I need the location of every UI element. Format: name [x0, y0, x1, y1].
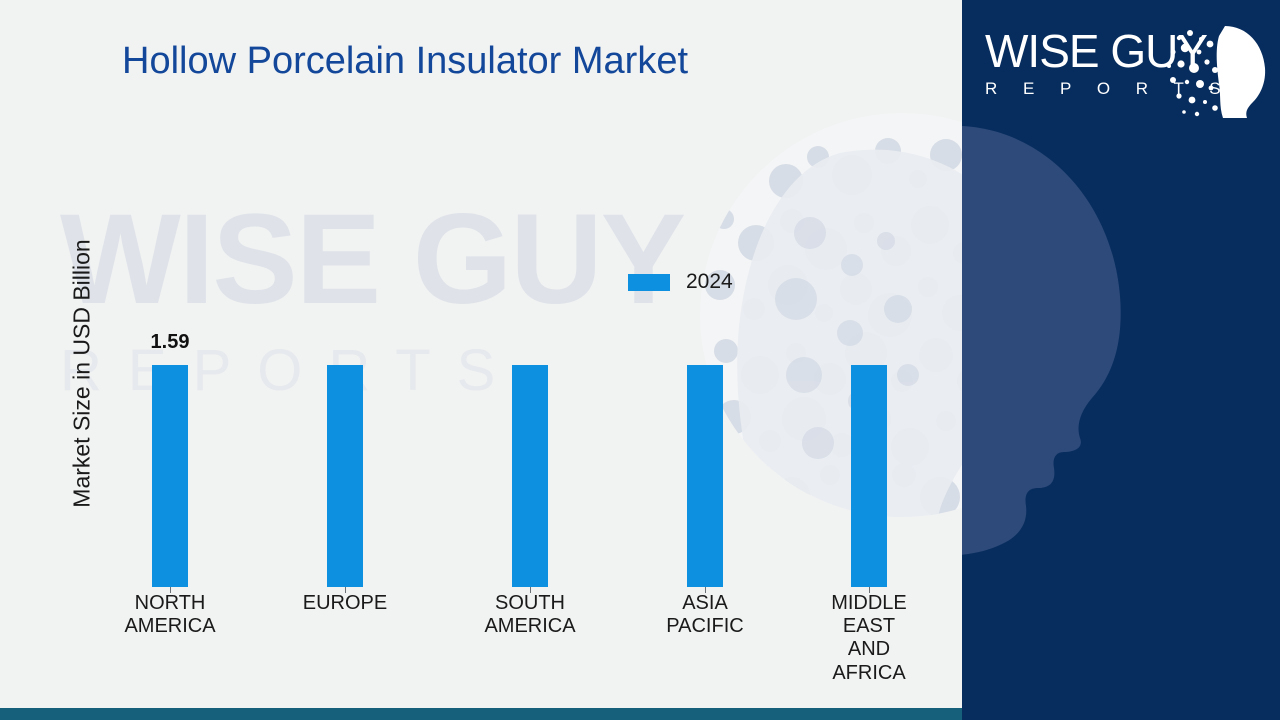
legend-label-2024: 2024: [686, 270, 733, 293]
axis-tick: [530, 587, 531, 593]
logo-dotted-face-icon: [1167, 26, 1266, 118]
bar-north-america[interactable]: [152, 365, 188, 587]
axis-tick: [170, 587, 171, 593]
bar-south-america[interactable]: [512, 365, 548, 587]
chart-legend: 2024: [628, 270, 733, 294]
logo-subtitle: R E P O R T S: [985, 79, 1232, 98]
legend-swatch-2024: [628, 273, 670, 291]
bar-value-label: 1.59: [150, 331, 190, 353]
category-label: MIDDLE EAST AND AFRICA: [831, 592, 907, 684]
page-title: Hollow Porcelain Insulator Market: [122, 40, 689, 82]
axis-tick: [345, 587, 346, 593]
category-label: ASIA PACIFIC: [666, 592, 744, 638]
wiseguy-reports-logo: WISE GUY R E P O R T S: [985, 26, 1266, 118]
right-navy-panel: [962, 0, 1280, 720]
bottom-accent-strip: [0, 708, 962, 720]
face-silhouette-icon: [962, 126, 1121, 555]
bar-middle-east-and-africa[interactable]: [851, 365, 887, 587]
bar-asia-pacific[interactable]: [687, 365, 723, 587]
category-label: SOUTH AMERICA: [484, 592, 576, 638]
category-label: EUROPE: [302, 592, 388, 614]
category-label: NORTH AMERICA: [124, 592, 216, 638]
axis-tick: [705, 587, 706, 593]
plot-area: 1.59 NORTH AMERICA EUROPE SOUTH AMERICA ASIA PA…: [124, 331, 907, 684]
bar-europe[interactable]: [327, 365, 363, 587]
axis-tick: [869, 587, 870, 593]
